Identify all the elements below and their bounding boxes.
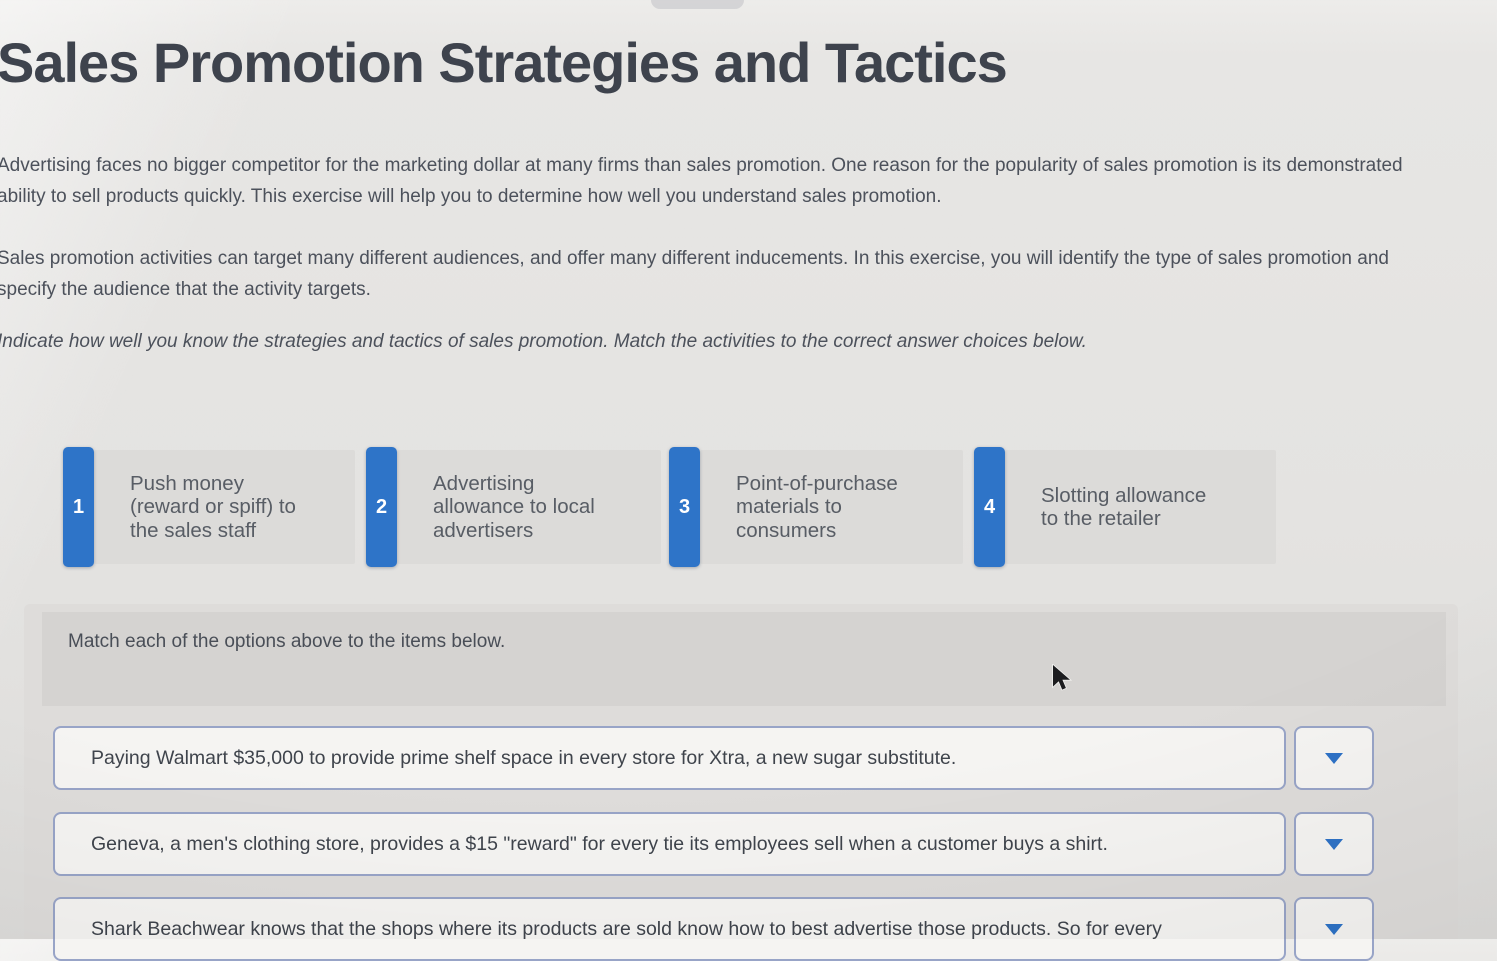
option-label-3: Point-of-purchase materials to consumers	[736, 471, 898, 542]
match-item-text-3: Shark Beachwear knows that the shops whe…	[91, 917, 1162, 940]
option-number-badge-2: 2	[366, 447, 397, 567]
option-label-4: Slotting allowance to the retailer	[1041, 483, 1207, 531]
option-body-1: Push money (reward or spiff) to the sale…	[94, 450, 355, 564]
option-card-3: 3 Point-of-purchase materials to consume…	[669, 447, 963, 567]
option-label-1: Push money (reward or spiff) to the sale…	[130, 471, 296, 542]
option-number-badge-3: 3	[669, 447, 700, 567]
intro-paragraph-2: Sales promotion activities can target ma…	[0, 248, 1389, 300]
option-label-2: Advertising allowance to local advertise…	[433, 471, 595, 542]
option-number-badge-4: 4	[974, 447, 1005, 567]
option-body-3: Point-of-purchase materials to consumers	[700, 450, 963, 564]
match-item-text-1: Paying Walmart $35,000 to provide prime …	[91, 746, 957, 769]
match-item-dropdown-1[interactable]	[1294, 726, 1374, 790]
match-item-text-2: Geneva, a men's clothing store, provides…	[91, 832, 1108, 855]
option-body-4: Slotting allowance to the retailer	[1005, 450, 1276, 564]
match-item-dropdown-2[interactable]	[1294, 812, 1374, 876]
intro-paragraph-1: Advertising faces no bigger competitor f…	[0, 155, 1403, 207]
match-header-strip	[42, 612, 1446, 706]
match-item-text-box-3[interactable]: Shark Beachwear knows that the shops whe…	[53, 897, 1286, 961]
match-item-text-box-2[interactable]: Geneva, a men's clothing store, provides…	[53, 812, 1286, 876]
dropdown-caret-icon	[1325, 752, 1343, 764]
top-overlay-shape	[651, 0, 744, 9]
match-item-dropdown-3[interactable]	[1294, 897, 1374, 961]
option-number-badge-1: 1	[63, 447, 94, 567]
match-item-row-2: Geneva, a men's clothing store, provides…	[53, 812, 1374, 876]
match-instruction: Match each of the options above to the i…	[68, 631, 506, 652]
option-card-4: 4 Slotting allowance to the retailer	[974, 447, 1276, 567]
option-card-1: 1 Push money (reward or spiff) to the sa…	[63, 447, 355, 567]
match-item-row-1: Paying Walmart $35,000 to provide prime …	[53, 726, 1374, 790]
match-item-row-3: Shark Beachwear knows that the shops whe…	[53, 897, 1374, 961]
dropdown-caret-icon	[1325, 838, 1343, 850]
option-card-2: 2 Advertising allowance to local adverti…	[366, 447, 661, 567]
dropdown-caret-icon	[1325, 923, 1343, 935]
match-item-text-box-1[interactable]: Paying Walmart $35,000 to provide prime …	[53, 726, 1286, 790]
page-title: Sales Promotion Strategies and Tactics	[0, 31, 1008, 94]
option-body-2: Advertising allowance to local advertise…	[397, 450, 661, 564]
instruction-text: Indicate how well you know the strategie…	[0, 331, 1087, 352]
